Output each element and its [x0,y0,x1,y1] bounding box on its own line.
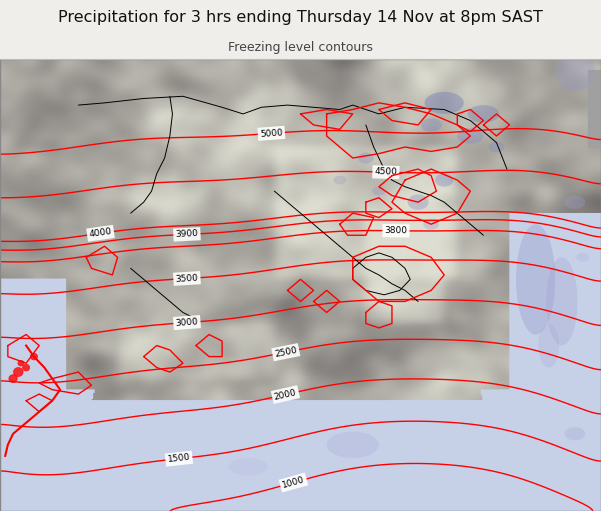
Text: 3900: 3900 [175,229,199,240]
Ellipse shape [564,196,585,209]
Ellipse shape [425,92,464,114]
Text: 3500: 3500 [175,273,199,284]
Ellipse shape [22,364,29,371]
Ellipse shape [333,176,346,184]
Ellipse shape [421,119,442,131]
Ellipse shape [373,187,385,196]
Text: 3800: 3800 [385,226,407,236]
Ellipse shape [358,152,374,164]
Ellipse shape [9,375,17,383]
Ellipse shape [31,353,38,360]
Ellipse shape [13,367,23,377]
Ellipse shape [326,432,379,458]
Text: 3000: 3000 [175,317,199,328]
Ellipse shape [538,323,559,367]
Ellipse shape [546,258,578,345]
Text: 4500: 4500 [374,168,397,177]
Ellipse shape [564,427,585,440]
Ellipse shape [435,173,453,187]
Ellipse shape [555,48,594,92]
Ellipse shape [516,224,555,335]
Ellipse shape [228,458,268,476]
Ellipse shape [468,105,499,123]
Text: Precipitation for 3 hrs ending Thursday 14 Nov at 8pm SAST: Precipitation for 3 hrs ending Thursday … [58,10,543,25]
Text: 1500: 1500 [167,453,191,464]
Polygon shape [588,70,601,147]
Ellipse shape [18,360,24,366]
Ellipse shape [489,142,504,152]
Text: 4000: 4000 [88,227,112,239]
Ellipse shape [407,194,429,210]
Ellipse shape [457,128,483,144]
Text: 5000: 5000 [260,128,283,138]
Ellipse shape [423,219,439,230]
Text: Freezing level contours: Freezing level contours [228,40,373,54]
Text: 1000: 1000 [281,475,306,490]
Text: 2500: 2500 [273,345,298,359]
Ellipse shape [576,253,589,262]
Text: 2000: 2000 [273,388,297,402]
